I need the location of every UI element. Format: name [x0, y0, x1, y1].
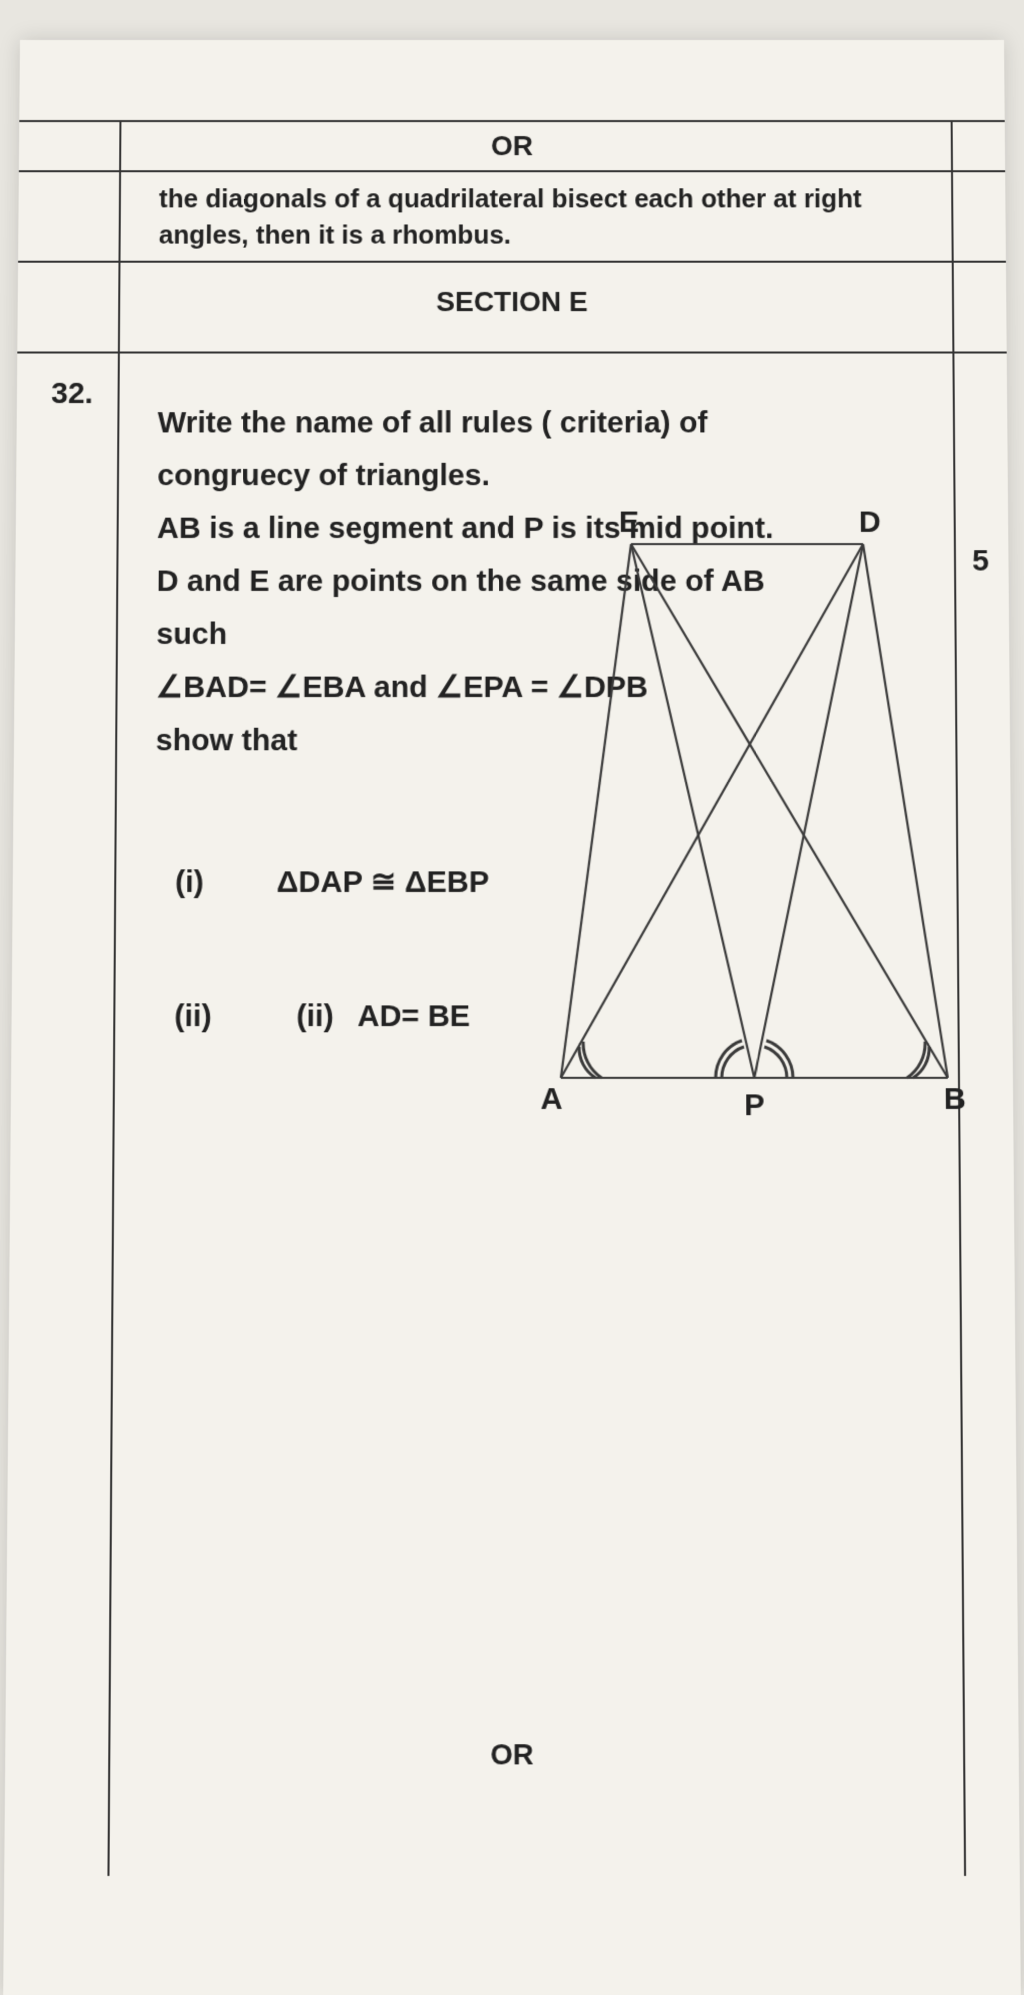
- question-number: 32.: [51, 377, 93, 411]
- prev-question-text: the diagonals of a quadrilateral bisect …: [159, 180, 956, 253]
- vertex-e-label: E: [619, 505, 639, 539]
- col-line-left: [107, 120, 121, 1876]
- q-line: congruecy of triangles.: [157, 455, 490, 498]
- rule-line: [19, 170, 1005, 172]
- vertex-a-label: A: [541, 1082, 563, 1116]
- rule-line: [19, 120, 1004, 122]
- section-heading: SECTION E: [18, 286, 1007, 318]
- part-ii-label: (ii): [174, 995, 212, 1038]
- vertex-p-label: P: [744, 1088, 765, 1122]
- part-i-text: ΔDAP ≅ ΔEBP: [276, 861, 489, 904]
- vertex-b-label: B: [944, 1082, 966, 1116]
- part-i-label: (i): [175, 861, 204, 904]
- part-ii-inner-label: (ii): [296, 995, 333, 1038]
- or-label-bottom: OR: [5, 1738, 1019, 1772]
- marks-value: 5: [972, 544, 989, 579]
- rule-line: [17, 351, 1006, 353]
- geometry-diagram: E D A P B: [540, 503, 968, 1140]
- q-line: show that: [156, 720, 298, 763]
- or-label-top: OR: [19, 130, 1005, 162]
- vertex-d-label: D: [859, 505, 881, 539]
- exam-page: OR the diagonals of a quadrilateral bise…: [3, 40, 1021, 1995]
- part-ii-text: AD= BE: [357, 995, 470, 1038]
- q-line: Write the name of all rules ( criteria) …: [158, 402, 708, 445]
- rule-line: [18, 261, 1006, 263]
- q-line: such: [156, 613, 227, 656]
